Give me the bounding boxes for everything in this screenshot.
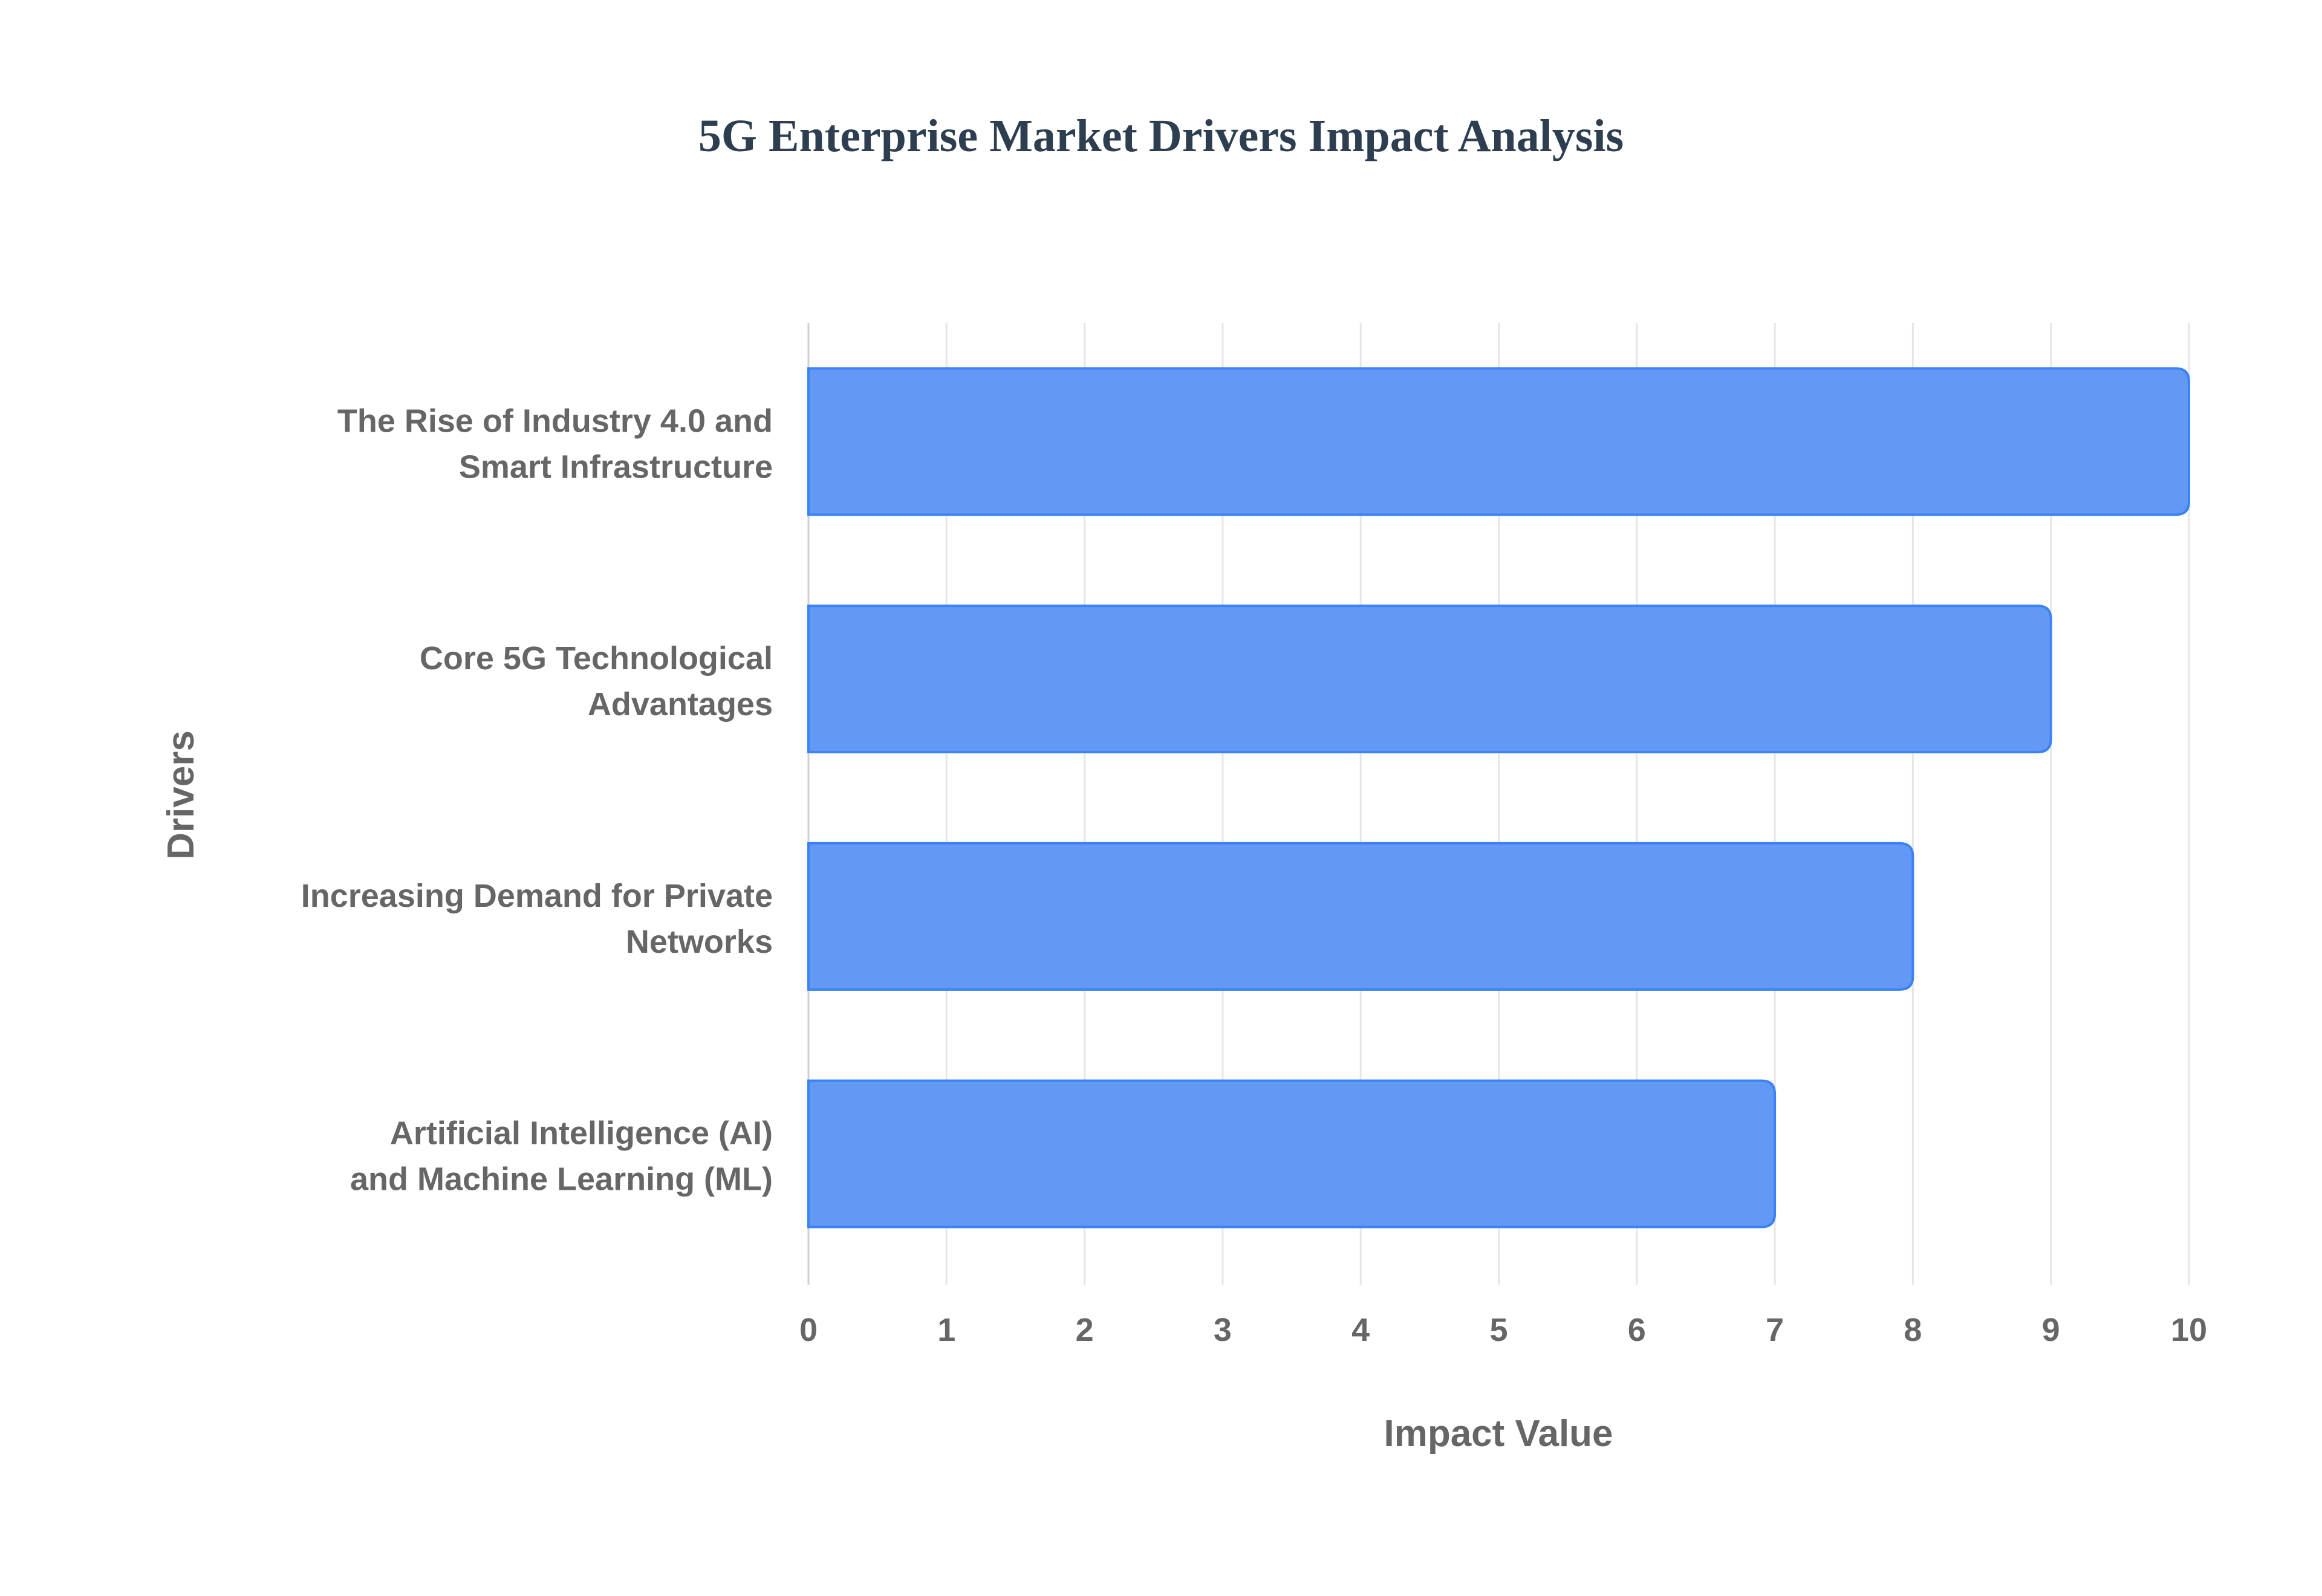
x-tick-label: 4: [1351, 1312, 1370, 1348]
x-tick-label: 3: [1214, 1312, 1232, 1348]
y-axis-label: Drivers: [160, 730, 202, 860]
x-tick-label: 5: [1489, 1312, 1507, 1348]
y-category-label: and Machine Learning (ML): [350, 1161, 773, 1198]
x-tick-label: 7: [1766, 1312, 1784, 1348]
x-tick-label: 10: [2171, 1312, 2207, 1348]
y-category-label: The Rise of Industry 4.0 and: [337, 403, 773, 439]
y-category-label: Advantages: [588, 686, 773, 722]
y-category-labels: The Rise of Industry 4.0 and Smart Infras…: [301, 403, 773, 1197]
bar: [807, 367, 2190, 516]
y-category-label: Increasing Demand for Private: [301, 878, 773, 914]
x-tick-label: 9: [2042, 1312, 2060, 1348]
x-tick-label: 6: [1628, 1312, 1646, 1348]
bars: [807, 367, 2190, 1228]
y-category-label: Smart Infrastructure: [459, 449, 773, 485]
chart-title: 5G Enterprise Market Drivers Impact Anal…: [698, 111, 1624, 161]
bar: [807, 605, 2052, 754]
y-category-label: Core 5G Technological: [420, 640, 773, 676]
x-tick-labels: 0 1 2 3 4 5 6 7 8 9 10: [799, 1312, 2207, 1348]
y-category-label: Networks: [626, 924, 773, 960]
x-tick-label: 8: [1904, 1312, 1922, 1348]
x-axis-label: Impact Value: [1384, 1413, 1613, 1455]
x-tick-label: 0: [799, 1312, 818, 1348]
y-category-label: Artificial Intelligence (AI): [390, 1115, 773, 1152]
x-tick-label: 1: [937, 1312, 955, 1348]
bar: [807, 1079, 1777, 1228]
x-tick-label: 2: [1076, 1312, 1094, 1348]
bar: [807, 842, 1914, 991]
